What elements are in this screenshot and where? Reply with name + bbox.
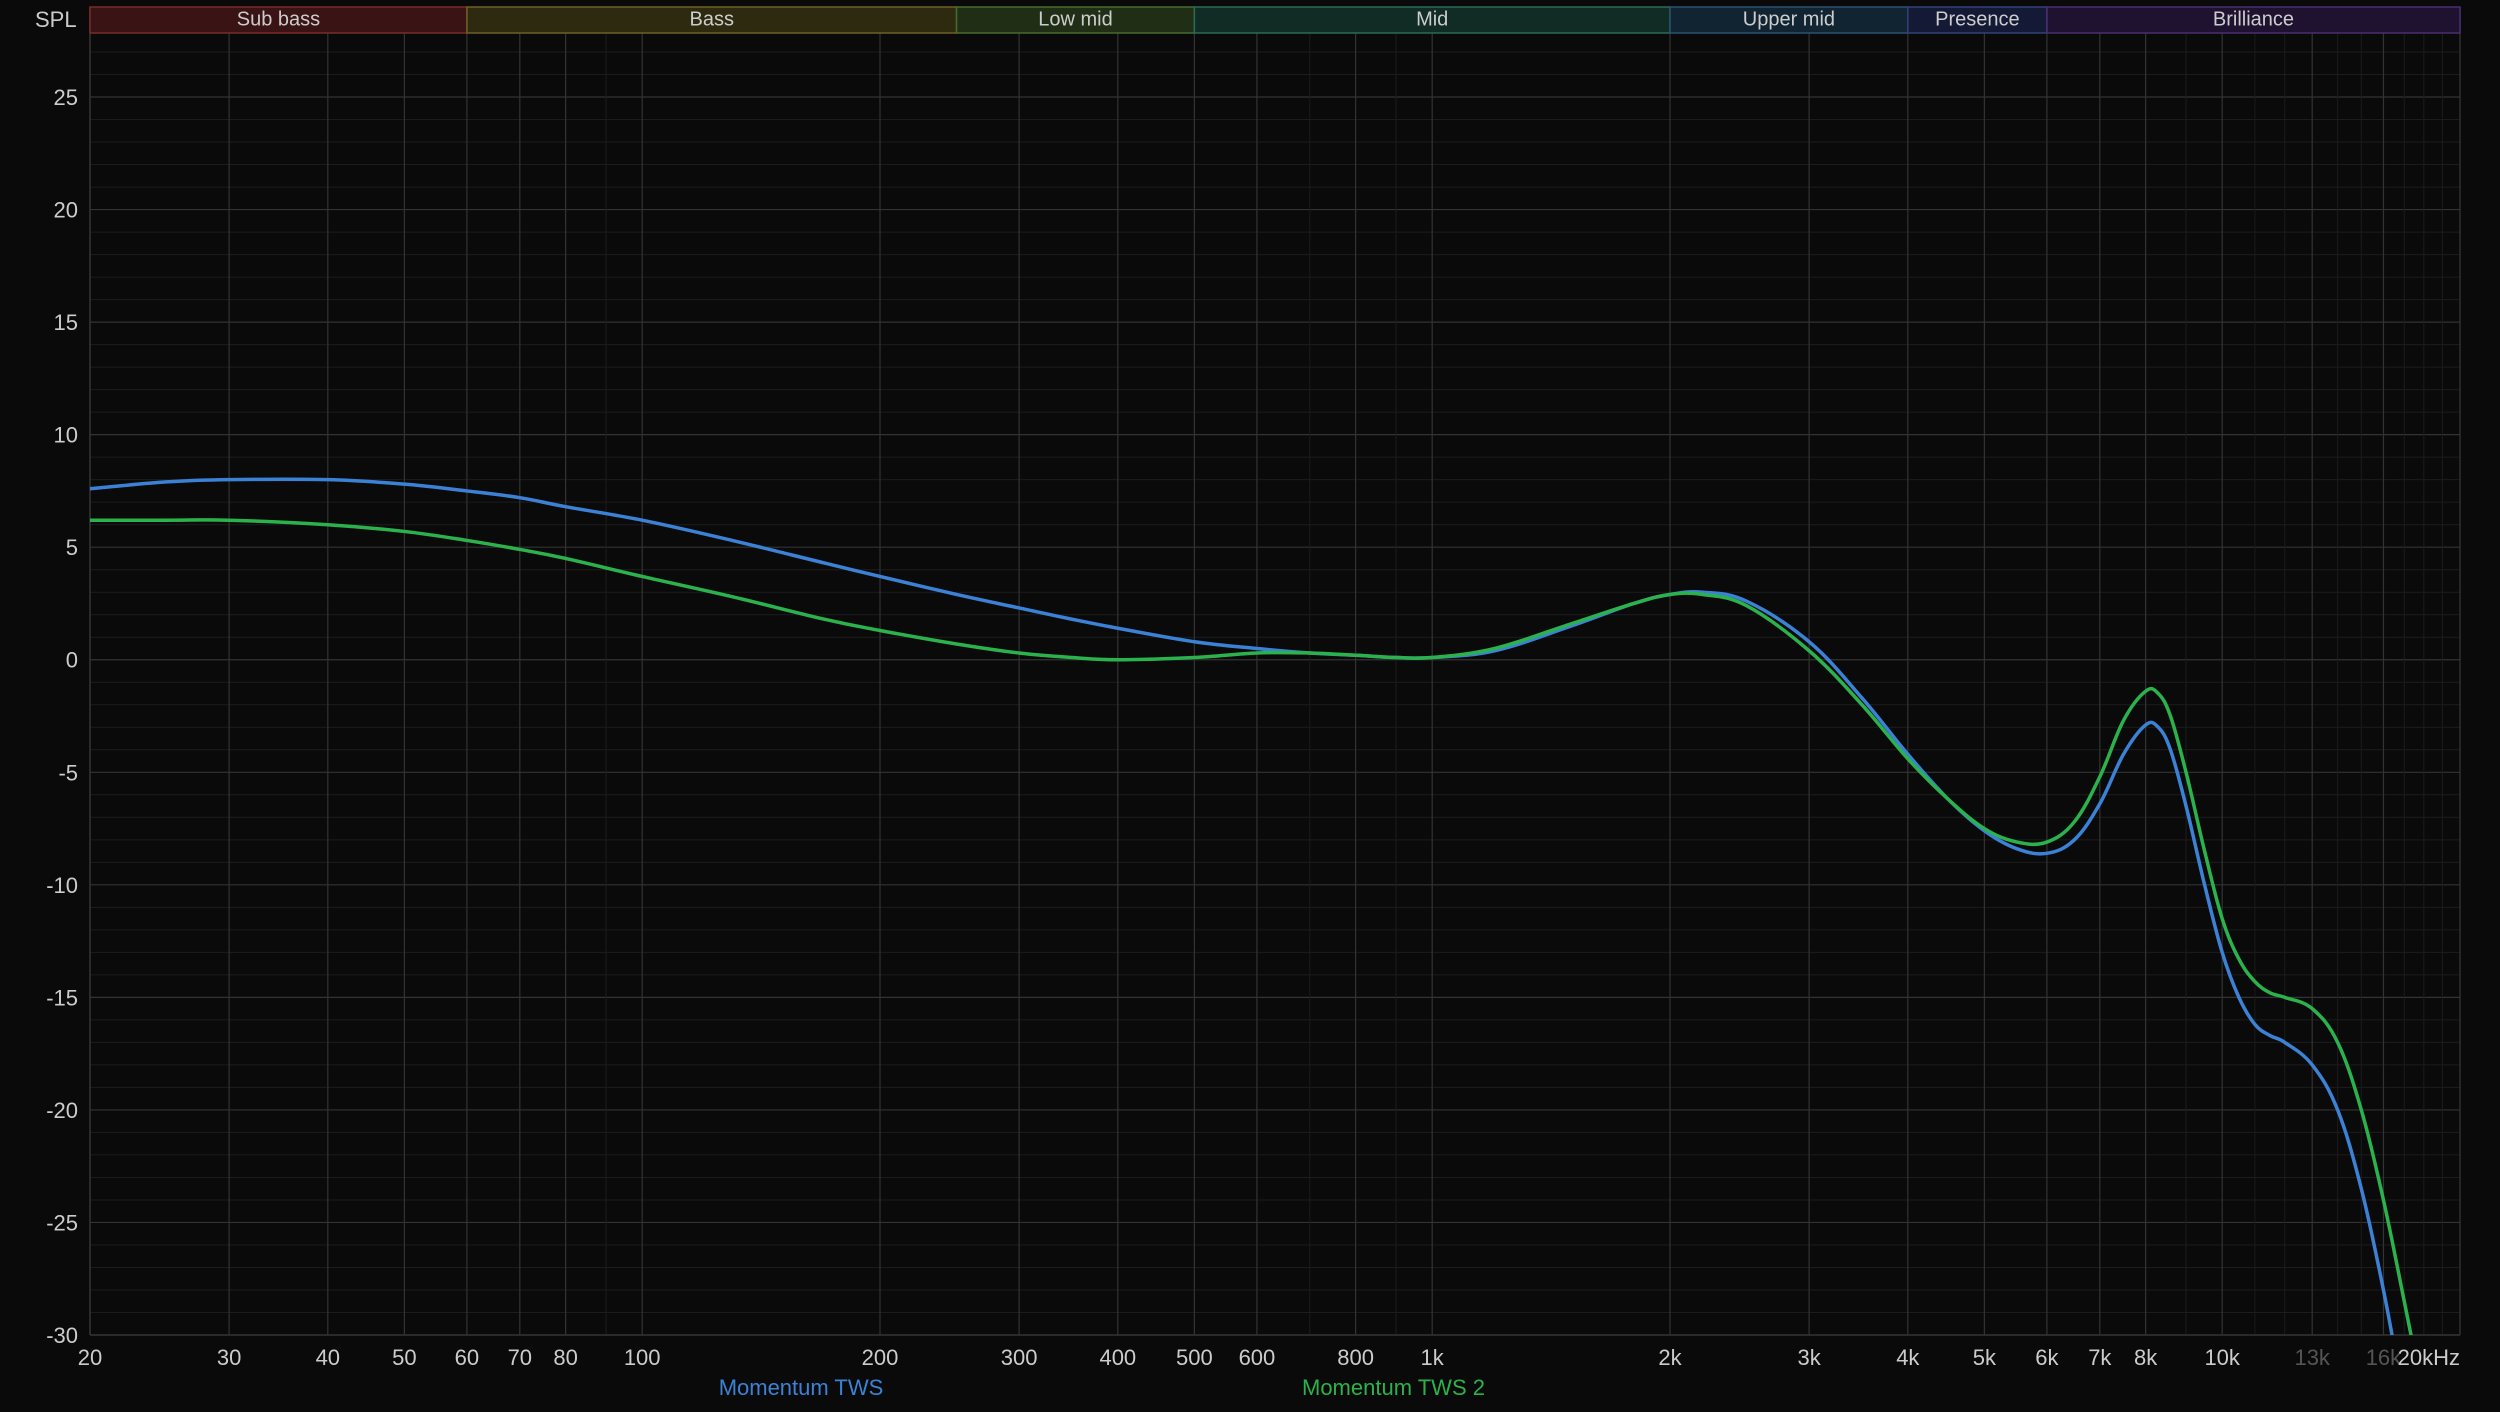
x-tick-label: 600 [1239, 1345, 1276, 1370]
x-tick-label: 500 [1176, 1345, 1213, 1370]
band-label: Bass [690, 9, 734, 31]
x-tick-label: 60 [455, 1345, 479, 1370]
legend-item: Momentum TWS 2 [1302, 1375, 1485, 1400]
y-axis-title: SPL [35, 7, 77, 32]
y-tick-label: -30 [46, 1323, 78, 1348]
frequency-bands: Sub bass Bass Low mid Mid Upper mid Presence B… [90, 7, 2460, 33]
x-tick-label: 40 [316, 1345, 340, 1370]
x-tick-label: 8k [2134, 1345, 2158, 1370]
x-tick-label: 400 [1099, 1345, 1136, 1370]
band-label: Low mid [1038, 9, 1112, 31]
x-tick-label: 10k [2204, 1345, 2240, 1370]
x-tick-label: 4k [1896, 1345, 1920, 1370]
y-tick-label: -25 [46, 1210, 78, 1235]
band-label: Brilliance [2213, 9, 2294, 31]
x-tick-label: 1k [1421, 1345, 1445, 1370]
band-label: Upper mid [1743, 9, 1835, 31]
x-tick-label: 5k [1973, 1345, 1997, 1370]
y-tick-label: -5 [58, 760, 78, 785]
y-tick-label: 25 [54, 85, 78, 110]
frequency-response-chart: Sub bass Bass Low mid Mid Upper mid Presence B… [0, 0, 2500, 1412]
y-tick-label: -20 [46, 1098, 78, 1123]
x-tick-label: 30 [217, 1345, 241, 1370]
x-tick-label: 20 [78, 1345, 102, 1370]
x-tick-label: 13k [2294, 1345, 2330, 1370]
x-tick-label: 50 [392, 1345, 416, 1370]
x-tick-label: 70 [508, 1345, 532, 1370]
x-tick-label: 2k [1658, 1345, 1682, 1370]
x-axis-end-label: 20kHz [2398, 1345, 2460, 1370]
y-tick-label: -10 [46, 873, 78, 898]
y-tick-label: -15 [46, 985, 78, 1010]
x-tick-label: 6k [2035, 1345, 2059, 1370]
x-tick-label: 800 [1337, 1345, 1374, 1370]
y-tick-label: 0 [66, 648, 78, 673]
band-label: Sub bass [237, 9, 320, 31]
y-tick-label: 15 [54, 310, 78, 335]
x-tick-label: 200 [862, 1345, 899, 1370]
y-tick-label: 5 [66, 535, 78, 560]
band-label: Presence [1935, 9, 2020, 31]
x-tick-label: 7k [2088, 1345, 2112, 1370]
x-tick-label: 300 [1001, 1345, 1038, 1370]
x-tick-label: 100 [624, 1345, 661, 1370]
chart-svg: Sub bass Bass Low mid Mid Upper mid Presence B… [0, 0, 2500, 1412]
y-tick-label: 10 [54, 423, 78, 448]
x-tick-label: 80 [553, 1345, 577, 1370]
legend-item: Momentum TWS [719, 1375, 884, 1400]
x-tick-label: 3k [1797, 1345, 1821, 1370]
band-label: Mid [1416, 9, 1448, 31]
y-tick-label: 20 [54, 198, 78, 223]
